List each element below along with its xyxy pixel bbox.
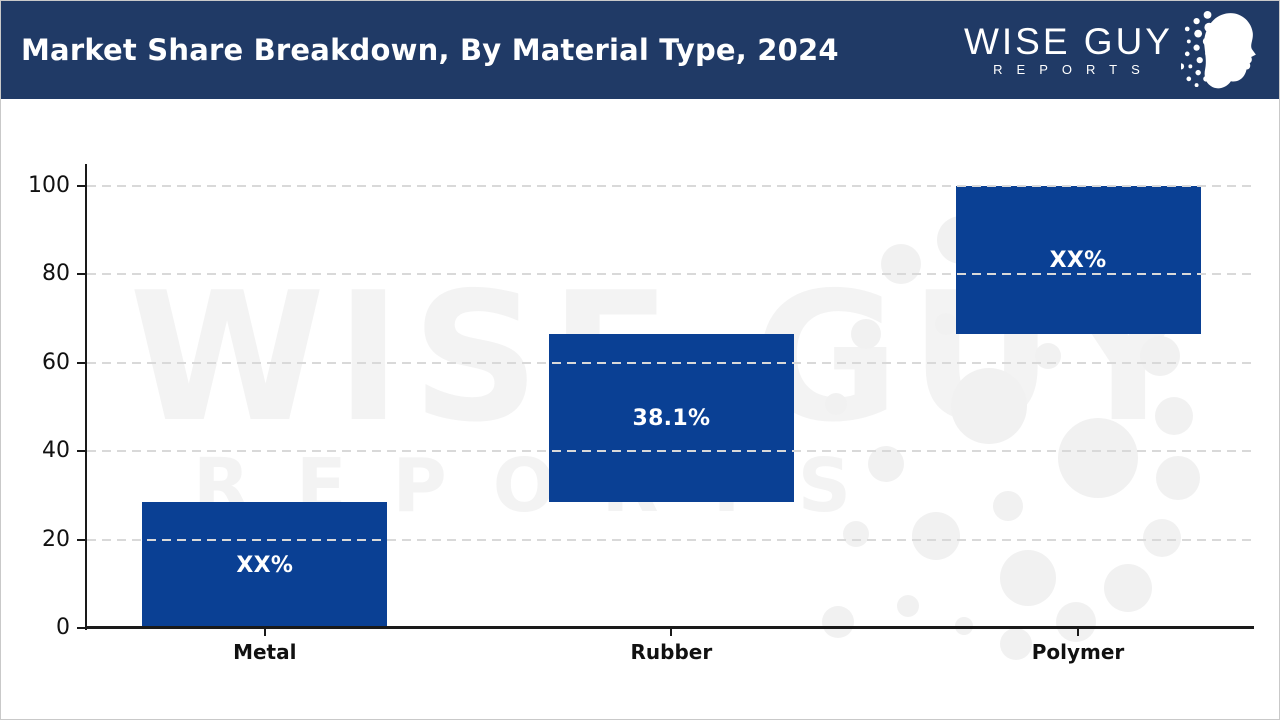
y-axis-tick-label: 80: [42, 261, 70, 287]
bar-metal: XX%: [142, 502, 388, 628]
y-axis-tick-label: 100: [28, 173, 70, 198]
x-axis-category-label: Metal: [233, 640, 297, 664]
y-gridline: [87, 185, 1254, 187]
y-axis-tick-label: 20: [42, 526, 70, 552]
y-gridline: [87, 538, 1254, 541]
logo-wordmark: WISE GUY: [963, 21, 1173, 63]
bar-value-label: 38.1%: [632, 405, 711, 431]
y-axis-tick: [77, 627, 85, 629]
dotted-head-profile-icon: [1181, 11, 1256, 89]
y-gridline: [87, 450, 1254, 453]
page-title: Market Share Breakdown, By Material Type…: [21, 33, 839, 67]
y-axis-tick-label: 0: [56, 615, 70, 640]
y-axis-tick: [77, 450, 85, 453]
logo-subtitle: REPORTS: [993, 61, 1154, 77]
bar-value-label: XX%: [1049, 247, 1107, 273]
logo-text-block: WISE GUY REPORTS: [963, 21, 1173, 77]
x-axis-tick: [670, 629, 673, 636]
x-axis-tick: [1077, 629, 1079, 636]
x-axis-category-label: Rubber: [630, 640, 713, 664]
header-bar: Market Share Breakdown, By Material Type…: [1, 1, 1279, 99]
bar-rubber: 38.1%: [548, 334, 794, 503]
y-gridline: [87, 361, 1254, 364]
y-axis-tick: [77, 538, 85, 541]
wise-guy-reports-logo: WISE GUY REPORTS: [964, 7, 1259, 93]
x-axis-line: [85, 626, 1254, 629]
y-axis-line: [85, 164, 87, 630]
y-axis-tick-label: 60: [42, 349, 70, 375]
x-axis-category-label: Polymer: [1031, 640, 1125, 664]
y-gridline: [87, 273, 1254, 276]
y-axis-tick-label: 40: [42, 438, 70, 464]
bar-value-label: XX%: [236, 552, 294, 578]
y-axis-tick: [77, 185, 85, 187]
y-axis-tick: [77, 273, 85, 276]
y-axis-tick: [77, 361, 85, 364]
bar-polymer: XX%: [955, 186, 1201, 335]
x-axis-tick: [263, 629, 266, 636]
